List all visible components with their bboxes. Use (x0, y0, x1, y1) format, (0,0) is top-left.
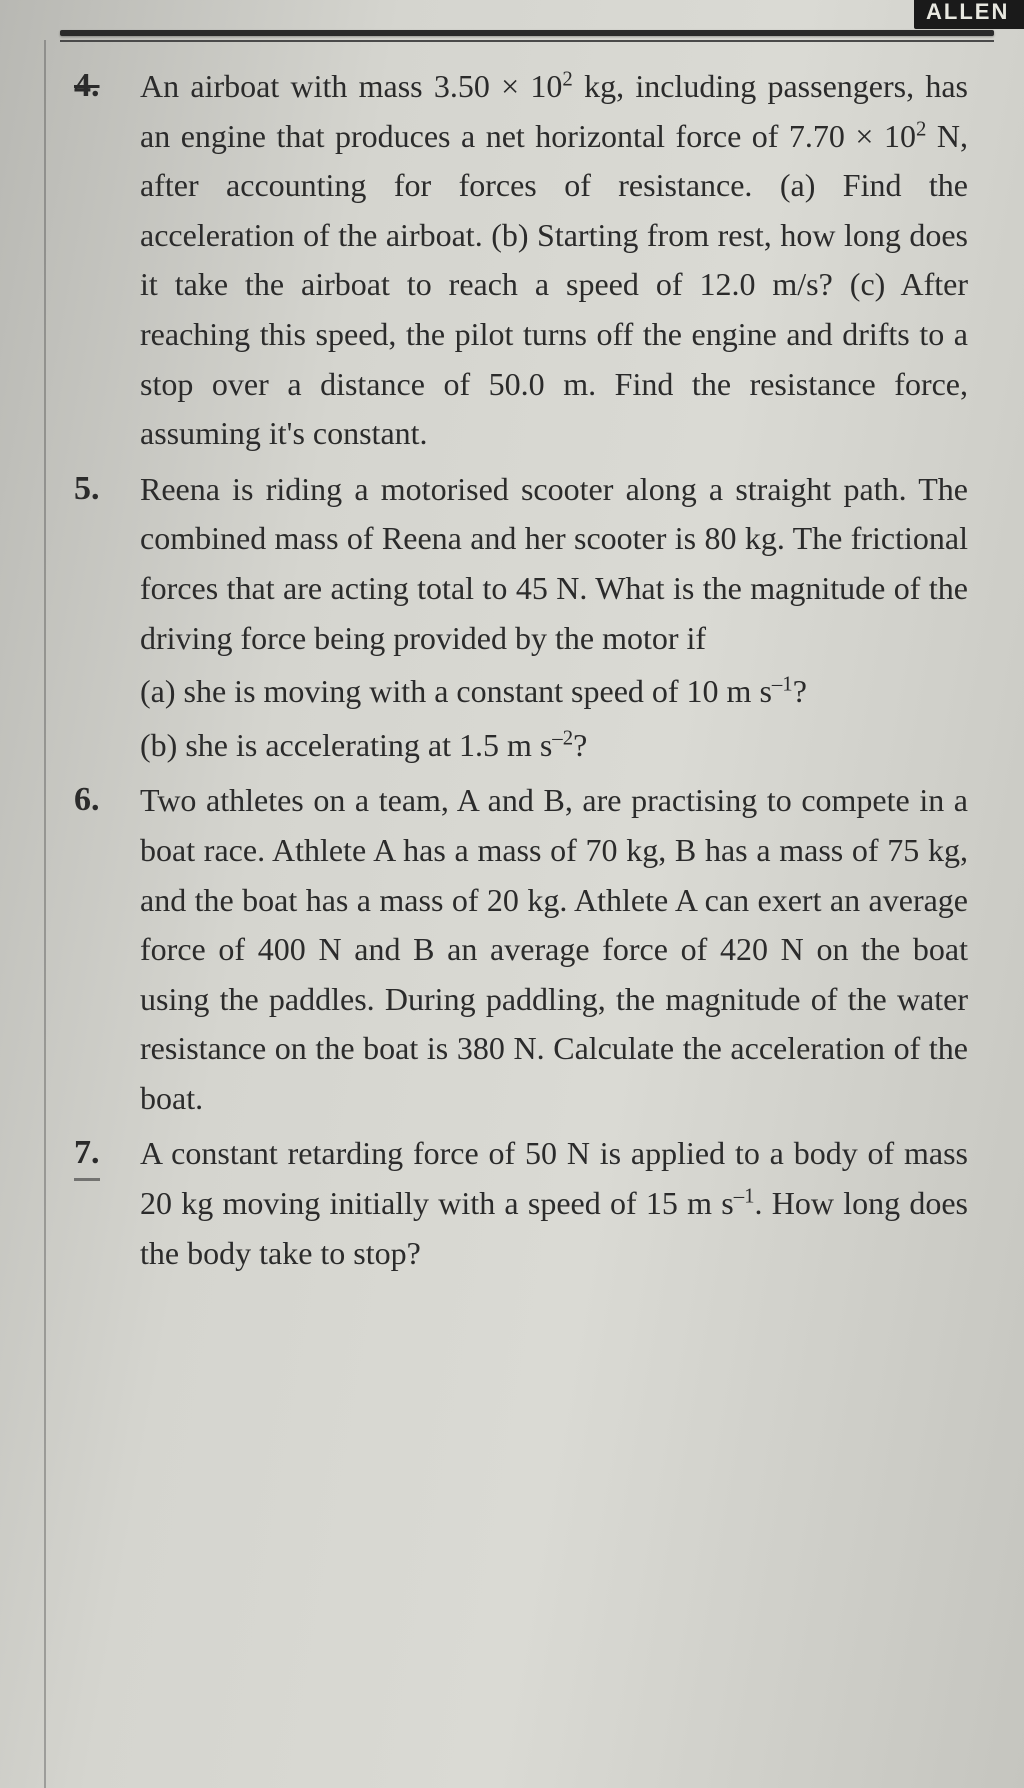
page: ALLEN 4. An airboat with mass 3.50 × 102… (0, 0, 1024, 1788)
question-body: An airboat with mass 3.50 × 102 kg, incl… (140, 62, 974, 459)
question-number: 6. (70, 776, 140, 1123)
question-body: Reena is riding a motorised scooter alon… (140, 465, 974, 771)
subpart-text: she is accelerating at 1.5 m s–2? (185, 727, 587, 763)
subpart-b: (b) she is accelerating at 1.5 m s–2? (140, 721, 968, 771)
question-body: Two athletes on a team, A and B, are pra… (140, 776, 974, 1123)
question-number: 4. (70, 62, 140, 459)
question-6: 6. Two athletes on a team, A and B, are … (70, 776, 974, 1123)
subpart-text: she is moving with a constant speed of 1… (184, 673, 807, 709)
subpart-a: (a) she is moving with a constant speed … (140, 667, 968, 717)
question-4: 4. An airboat with mass 3.50 × 102 kg, i… (70, 62, 974, 459)
top-border-thick (60, 30, 994, 36)
question-5: 5. Reena is riding a motorised scooter a… (70, 465, 974, 771)
question-number: 5. (70, 465, 140, 771)
subpart-label: (a) (140, 673, 176, 709)
question-7: 7. A constant retarding force of 50 N is… (70, 1129, 974, 1278)
question-number: 7. (70, 1129, 140, 1278)
brand-badge: ALLEN (914, 0, 1024, 29)
subpart-label: (b) (140, 727, 177, 763)
question-text: Reena is riding a motorised scooter alon… (140, 471, 968, 656)
question-body: A constant retarding force of 50 N is ap… (140, 1129, 974, 1278)
content: 4. An airboat with mass 3.50 × 102 kg, i… (30, 62, 974, 1278)
top-border-thin (60, 40, 994, 42)
